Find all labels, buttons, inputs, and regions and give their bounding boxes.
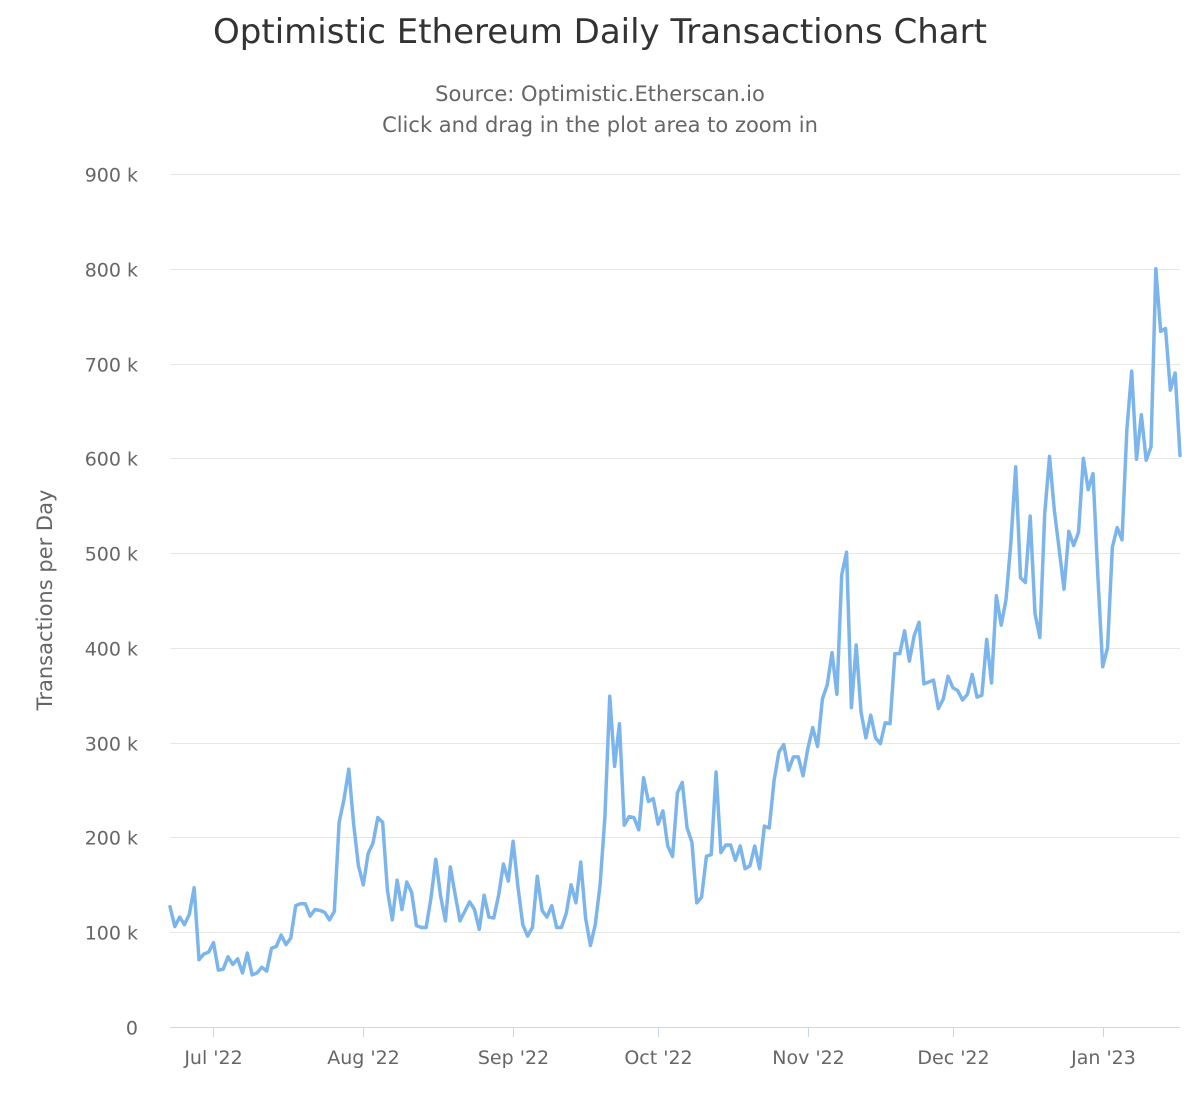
series-line-transactions[interactable]: [168, 267, 1182, 977]
y-axis-ticks: 0 100 k 200 k 300 k 400 k 500 k 600 k 700 k 800 …: [85, 165, 138, 1040]
x-axis-ticks: Jul '22 Aug '22 Sep '22 Oct '22 Nov '22 Dec '…: [183, 1027, 1136, 1069]
y-tick-label: 800 k: [85, 260, 138, 282]
x-tick-label: Oct '22: [624, 1047, 692, 1069]
y-tick-label: 700 k: [85, 355, 138, 377]
y-tick-label: 0: [126, 1018, 138, 1040]
x-tick-label: Nov '22: [772, 1047, 845, 1069]
x-tick-label: Jul '22: [183, 1047, 242, 1069]
y-tick-label: 400 k: [85, 639, 138, 661]
chart-subtitle-zoom-hint: Click and drag in the plot area to zoom …: [382, 113, 818, 137]
y-tick-label: 500 k: [85, 544, 138, 566]
y-tick-label: 300 k: [85, 734, 138, 756]
chart-subtitle-source: Source: Optimistic.Etherscan.io: [435, 82, 765, 106]
y-tick-label: 200 k: [85, 828, 138, 850]
series-group: [168, 267, 1182, 977]
x-tick-label: Dec '22: [917, 1047, 989, 1069]
x-tick-label: Jan '23: [1070, 1047, 1136, 1069]
x-tick-label: Aug '22: [327, 1047, 400, 1069]
y-tick-label: 900 k: [85, 165, 138, 187]
y-axis-label: Transactions per Day: [33, 490, 57, 712]
chart-title: Optimistic Ethereum Daily Transactions C…: [213, 12, 987, 52]
y-tick-label: 600 k: [85, 449, 138, 471]
y-tick-label: 100 k: [85, 923, 138, 945]
x-tick-label: Sep '22: [478, 1047, 549, 1069]
